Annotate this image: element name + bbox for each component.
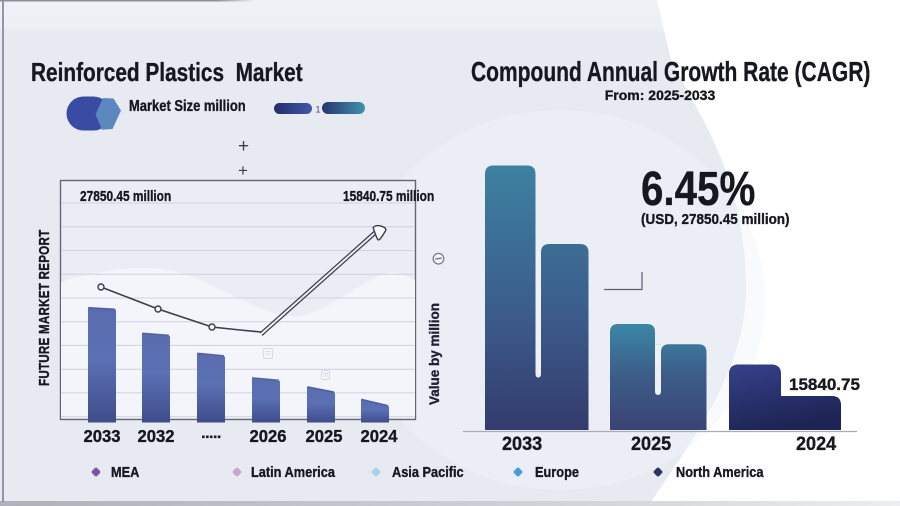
svg-text:1: 1 xyxy=(316,105,321,115)
